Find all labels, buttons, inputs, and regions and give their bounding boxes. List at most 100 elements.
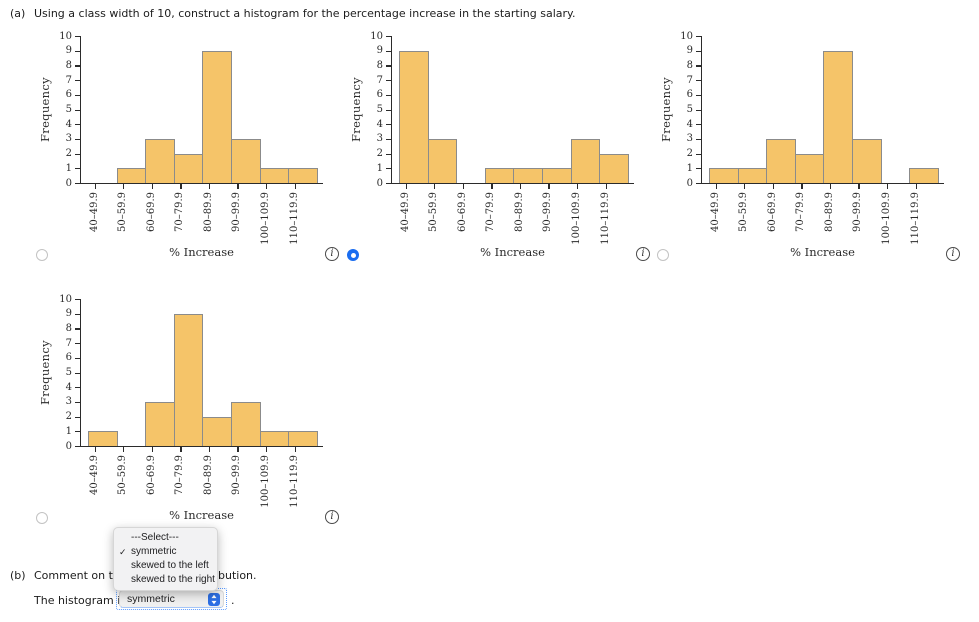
y-tick-label: 7 (686, 74, 693, 86)
x-tick-label: 60–69.9 (145, 455, 157, 495)
x-tick: 50–59.9 (116, 184, 145, 246)
dropdown-item-label: skewed to the left (131, 560, 209, 571)
y-tick-label: 4 (686, 118, 693, 130)
shape-select[interactable]: symmetric (119, 590, 224, 608)
y-tick-label: 6 (65, 89, 72, 101)
histogram-option-1: Frequency 0 1 2 3 4 5 6 7 8 9 10 40–49.9 50–59.9 60–… (30, 28, 342, 268)
histogram-bar (231, 138, 261, 183)
x-tick-label: 70–79.9 (485, 192, 497, 232)
y-tick-mark (75, 124, 80, 126)
y-tick-mark (386, 80, 391, 82)
part-b-text-before: Comment on th (34, 569, 120, 582)
x-tick-label: 110–119.9 (288, 192, 300, 245)
y-tick-mark (696, 168, 701, 170)
y-tick-label: 5 (376, 104, 383, 115)
y-tick-label: 3 (65, 133, 72, 145)
dropdown-item-symmetric[interactable]: ✓ symmetric (114, 545, 217, 559)
plot-area (696, 36, 944, 185)
y-tick-mark (696, 65, 701, 67)
y-tick-mark (75, 80, 80, 82)
x-tick: 90–99.9 (851, 184, 880, 246)
x-tick-label: 50–59.9 (117, 455, 129, 495)
histogram-bar (88, 431, 118, 446)
y-tick-mark (75, 183, 80, 185)
y-tick-label: 6 (65, 352, 72, 364)
y-tick-mark (75, 36, 80, 38)
y-tick-mark (75, 387, 80, 389)
y-tick-mark (386, 50, 391, 52)
y-tick-mark (75, 65, 80, 67)
shape-dropdown-menu: ---Select--- ✓ symmetric skewed to the left… (113, 527, 218, 591)
dropdown-item-select[interactable]: ---Select--- (114, 531, 217, 545)
y-tick-mark (75, 357, 80, 359)
y-tick-mark (696, 94, 701, 96)
histogram-option-3: Frequency 0 1 2 3 4 5 6 7 8 9 10 40–49.9 50–59.9 60–… (651, 28, 963, 268)
histogram-bar (570, 138, 601, 183)
y-tick-label: 5 (65, 367, 72, 378)
x-tick-label: 80–89.9 (823, 192, 835, 232)
y-tick-mark (75, 138, 80, 141)
x-tick-label: 100–109.9 (881, 192, 893, 245)
y-tick-mark (75, 431, 80, 433)
y-tick-mark (75, 401, 80, 404)
y-tick-mark (386, 138, 391, 141)
part-a-question-text: Using a class width of 10, construct a h… (34, 7, 576, 20)
x-tick-label: 80–89.9 (202, 192, 214, 232)
info-icon[interactable]: i (636, 247, 650, 261)
x-tick-label: 90–99.9 (231, 455, 243, 495)
histogram-4-radio[interactable] (36, 512, 48, 524)
y-axis-label: Frequency (659, 77, 673, 142)
x-tick-label: 110–119.9 (288, 455, 300, 508)
info-icon[interactable]: i (325, 510, 339, 524)
histogram-bar (145, 401, 175, 446)
x-tick: 70–79.9 (173, 447, 202, 509)
x-tick-label: 70–79.9 (795, 192, 807, 232)
y-tick-label: 2 (686, 148, 693, 160)
histogram-1-radio[interactable] (36, 249, 48, 261)
x-axis-label: % Increase (169, 245, 234, 259)
y-tick-label: 9 (376, 45, 383, 57)
y-tick-label: 9 (65, 45, 72, 57)
dropdown-item-skewed-to-the-left[interactable]: skewed to the left (114, 559, 217, 573)
y-tick-label: 8 (686, 59, 693, 71)
y-tick-label: 8 (65, 59, 72, 71)
x-tick: 100–109.9 (259, 184, 288, 246)
y-tick-mark (75, 446, 80, 448)
histogram-bar (288, 431, 318, 446)
x-tick: 80–89.9 (512, 184, 541, 246)
x-tick-label: 100–109.9 (260, 192, 272, 245)
y-tick-mark (696, 80, 701, 82)
histogram-bar (202, 416, 232, 446)
x-tick-label: 40–49.9 (88, 455, 100, 495)
x-tick: 80–89.9 (201, 447, 230, 509)
histogram-2-radio[interactable] (347, 249, 359, 261)
y-axis-label: Frequency (38, 77, 52, 142)
x-tick: 110–119.9 (908, 184, 937, 246)
x-tick: 90–99.9 (541, 184, 570, 246)
x-tick-label: 90–99.9 (542, 192, 554, 232)
plot-area (386, 36, 634, 185)
histogram-3-radio[interactable] (657, 249, 669, 261)
y-tick-mark (696, 36, 701, 38)
histogram-bar (513, 168, 543, 183)
y-tick-label: 10 (59, 293, 72, 305)
x-tick: 50–59.9 (116, 447, 145, 509)
histogram-3: Frequency 0 1 2 3 4 5 6 7 8 9 10 40–49.9 50–59.9 60–… (651, 28, 963, 268)
x-tick: 60–69.9 (144, 184, 173, 246)
y-tick-label: 1 (376, 162, 383, 174)
y-tick-mark (696, 109, 701, 111)
info-icon[interactable]: i (946, 247, 960, 261)
y-tick-label: 6 (376, 89, 383, 101)
x-tick-label: 50–59.9 (117, 192, 129, 232)
dropdown-item-skewed-to-the-right[interactable]: skewed to the right (114, 573, 217, 587)
histogram-bar (823, 50, 853, 183)
histogram-bar (599, 153, 629, 183)
y-tick-label: 7 (65, 337, 72, 349)
answer-sentence-suffix: . (231, 594, 235, 607)
answer-sentence-prefix: The histogram is (34, 594, 127, 607)
info-icon[interactable]: i (325, 247, 339, 261)
y-tick-label: 3 (65, 396, 72, 408)
y-axis-label: Frequency (38, 340, 52, 405)
dropdown-item-label: skewed to the right (131, 574, 215, 585)
